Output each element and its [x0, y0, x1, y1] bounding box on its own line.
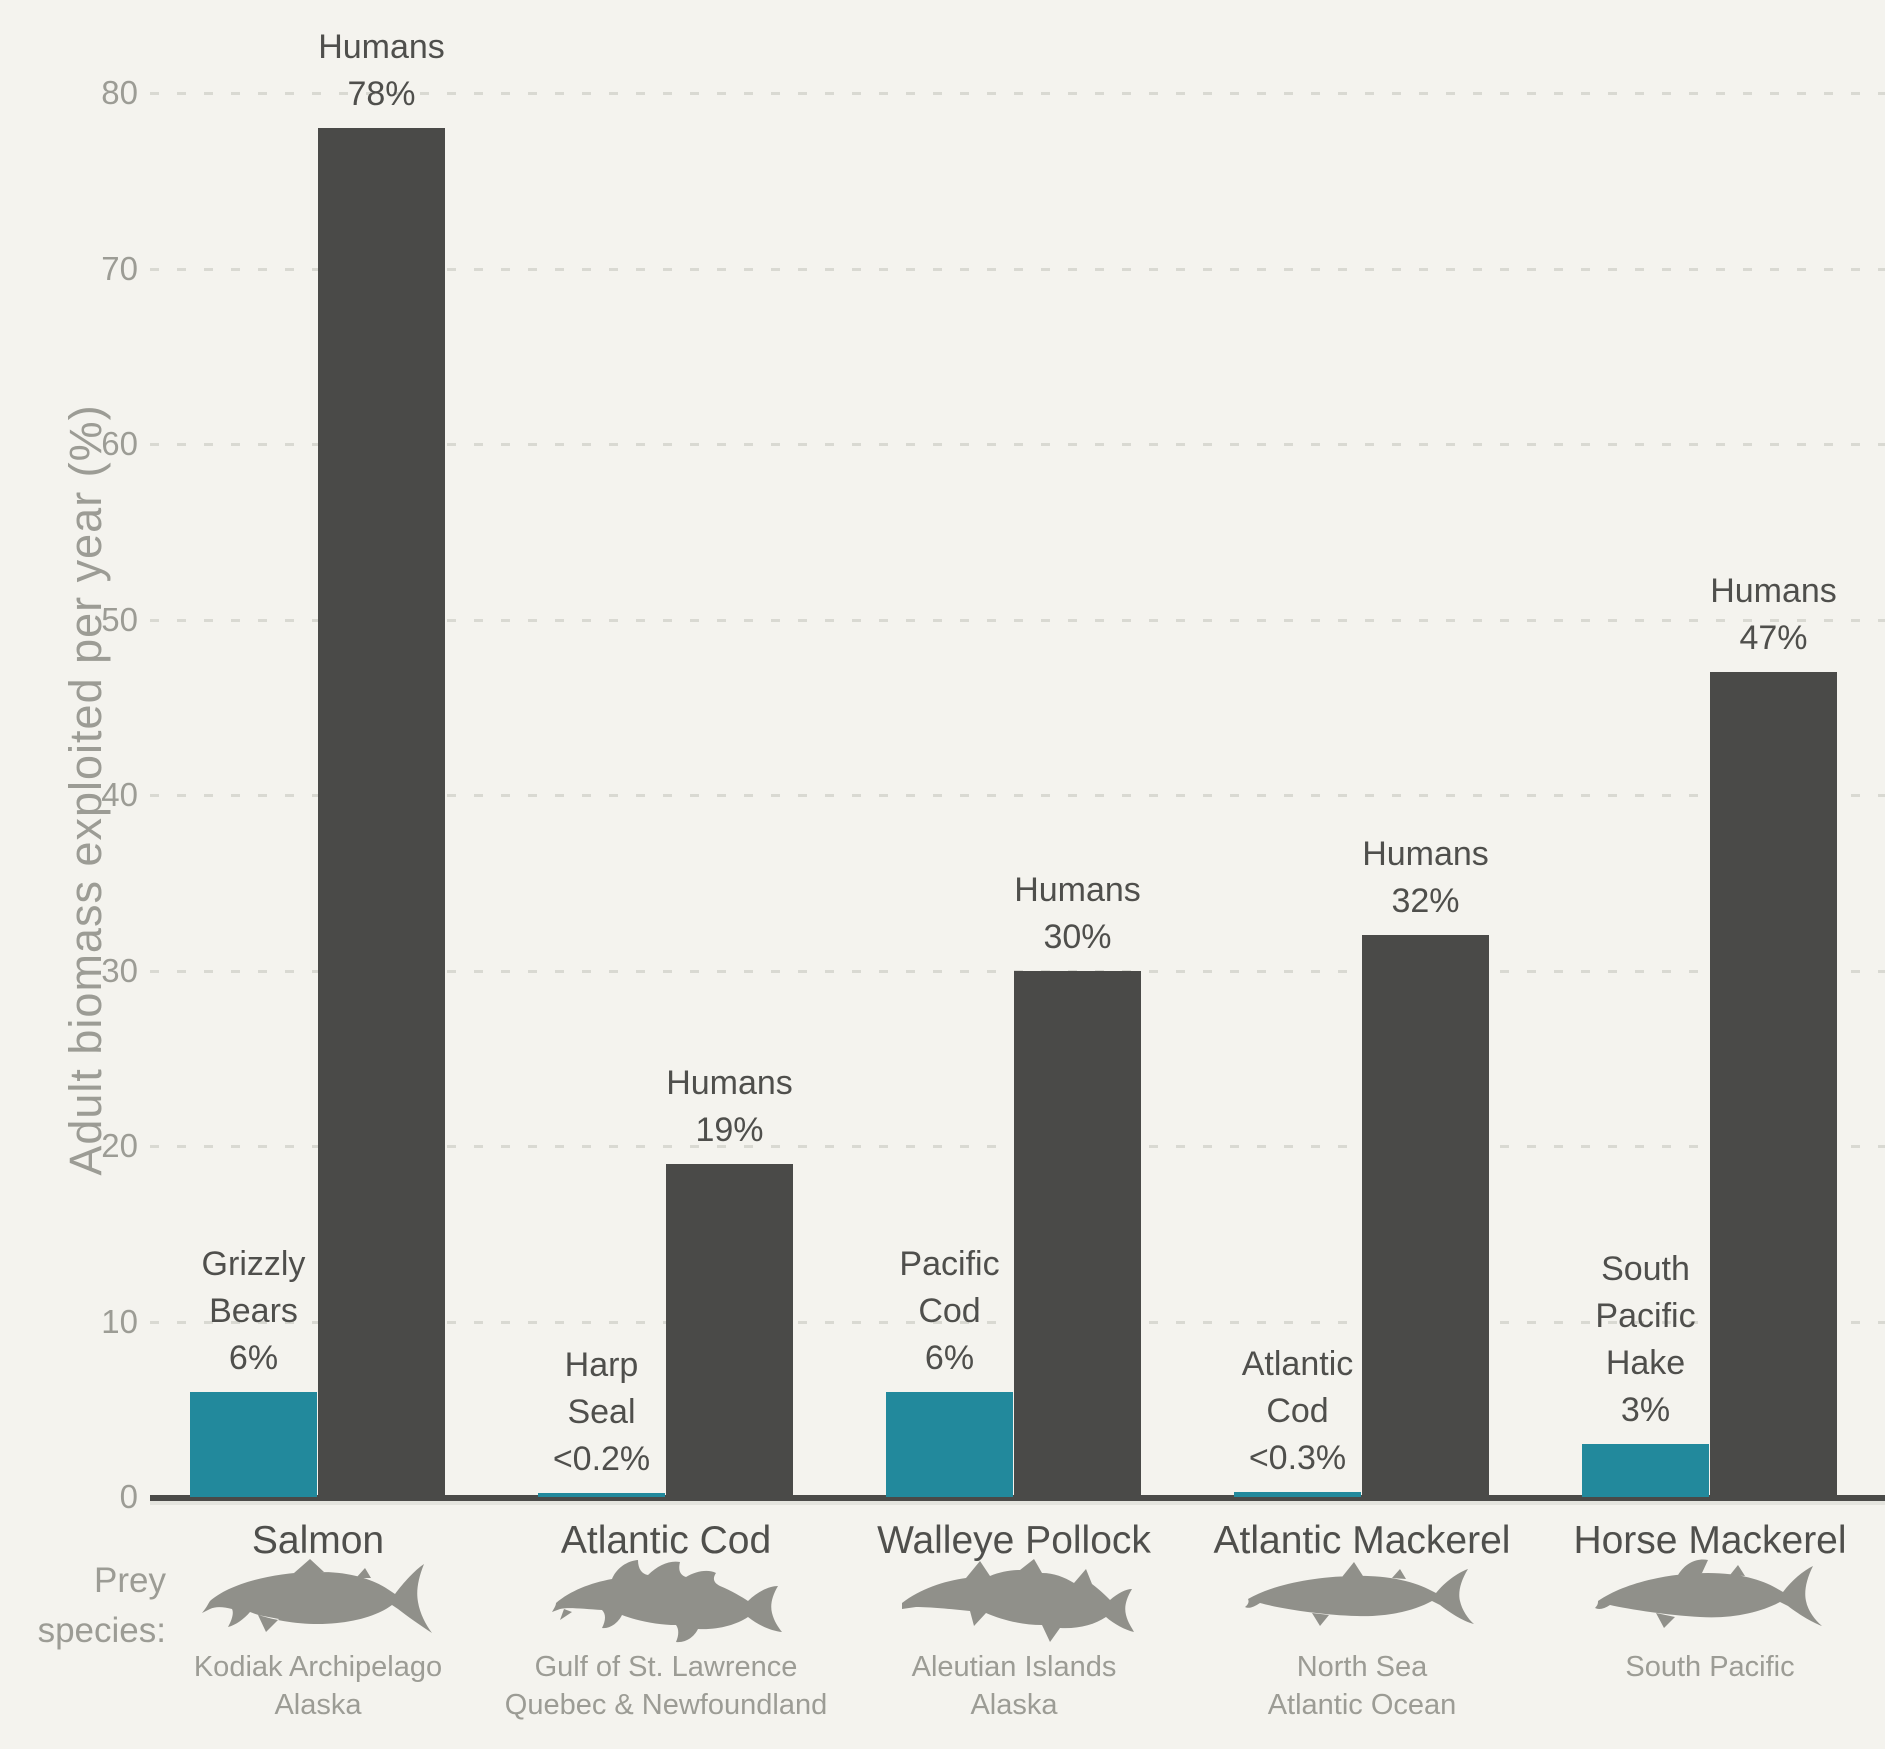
horse-mackerel-species-label: Horse Mackerel — [1573, 1519, 1847, 1562]
prey-species-label: Prey species: — [37, 1561, 166, 1650]
salmon-humans-label: Humans 78% — [318, 28, 445, 114]
y-tick-label-10: 10 — [101, 1302, 138, 1340]
atlantic-mackerel-icon — [1242, 1556, 1482, 1648]
atlantic-cod-predator-bar — [538, 1493, 665, 1497]
y-tick-label-80: 80 — [101, 74, 138, 111]
atlantic-cod-icon — [546, 1556, 786, 1648]
horse-mackerel-predator-bar — [1582, 1444, 1709, 1497]
salmon-predator-bar — [190, 1391, 317, 1497]
walleye-pollock-location-label: Aleutian Islands Alaska — [911, 1651, 1117, 1721]
gridline-50 — [150, 618, 1885, 622]
gridline-60 — [150, 443, 1885, 446]
x-axis-line-shadow — [150, 1501, 1885, 1505]
walleye-pollock-species-label: Walleye Pollock — [877, 1519, 1151, 1562]
atlantic-mackerel-predator-label: Atlantic Cod <0.3% — [1241, 1344, 1354, 1477]
atlantic-mackerel-location-label: North Sea Atlantic Ocean — [1267, 1651, 1457, 1721]
horse-mackerel-humans-bar — [1710, 672, 1837, 1497]
atlantic-cod-humans-label: Humans 19% — [666, 1063, 793, 1149]
walleye-pollock-predator-bar — [886, 1391, 1013, 1497]
salmon-icon — [198, 1556, 438, 1648]
gridline-40 — [150, 794, 1885, 797]
y-tick-label-60: 60 — [101, 425, 138, 462]
salmon-location-label: Kodiak Archipelago Alaska — [193, 1651, 443, 1721]
walleye-pollock-humans-label: Humans 30% — [1014, 870, 1141, 956]
atlantic-cod-humans-bar — [666, 1163, 793, 1497]
horse-mackerel-icon — [1590, 1556, 1830, 1648]
walleye-pollock-humans-bar — [1014, 970, 1141, 1497]
salmon-predator-label: Grizzly Bears 6% — [201, 1244, 306, 1377]
y-tick-label-0: 0 — [119, 1478, 138, 1515]
gridline-70 — [150, 267, 1885, 271]
horse-mackerel-humans-label: Humans 47% — [1710, 572, 1837, 658]
atlantic-mackerel-predator-bar — [1234, 1491, 1361, 1497]
atlantic-mackerel-humans-bar — [1362, 935, 1489, 1497]
y-tick-label-70: 70 — [101, 249, 138, 287]
atlantic-mackerel-humans-label: Humans 32% — [1362, 835, 1489, 921]
salmon-humans-bar — [318, 128, 445, 1497]
salmon-species-label: Salmon — [251, 1519, 385, 1562]
walleye-pollock-icon — [894, 1556, 1134, 1648]
y-tick-label-40: 40 — [101, 776, 138, 813]
y-tick-label-30: 30 — [101, 951, 138, 989]
atlantic-cod-location-label: Gulf of St. Lawrence Quebec & Newfoundla… — [504, 1651, 828, 1721]
atlantic-cod-predator-label: Harp Seal <0.2% — [552, 1346, 651, 1479]
walleye-pollock-predator-label: Pacific Cod 6% — [899, 1244, 1000, 1377]
atlantic-cod-species-label: Atlantic Cod — [560, 1519, 772, 1562]
atlantic-mackerel-species-label: Atlantic Mackerel — [1213, 1519, 1511, 1562]
x-axis-line — [150, 1495, 1885, 1501]
y-tick-label-20: 20 — [101, 1127, 138, 1164]
horse-mackerel-predator-label: South Pacific Hake 3% — [1595, 1250, 1696, 1430]
horse-mackerel-location-label: South Pacific — [1625, 1651, 1795, 1683]
gridline-80 — [150, 92, 1885, 95]
y-tick-label-50: 50 — [101, 600, 138, 638]
